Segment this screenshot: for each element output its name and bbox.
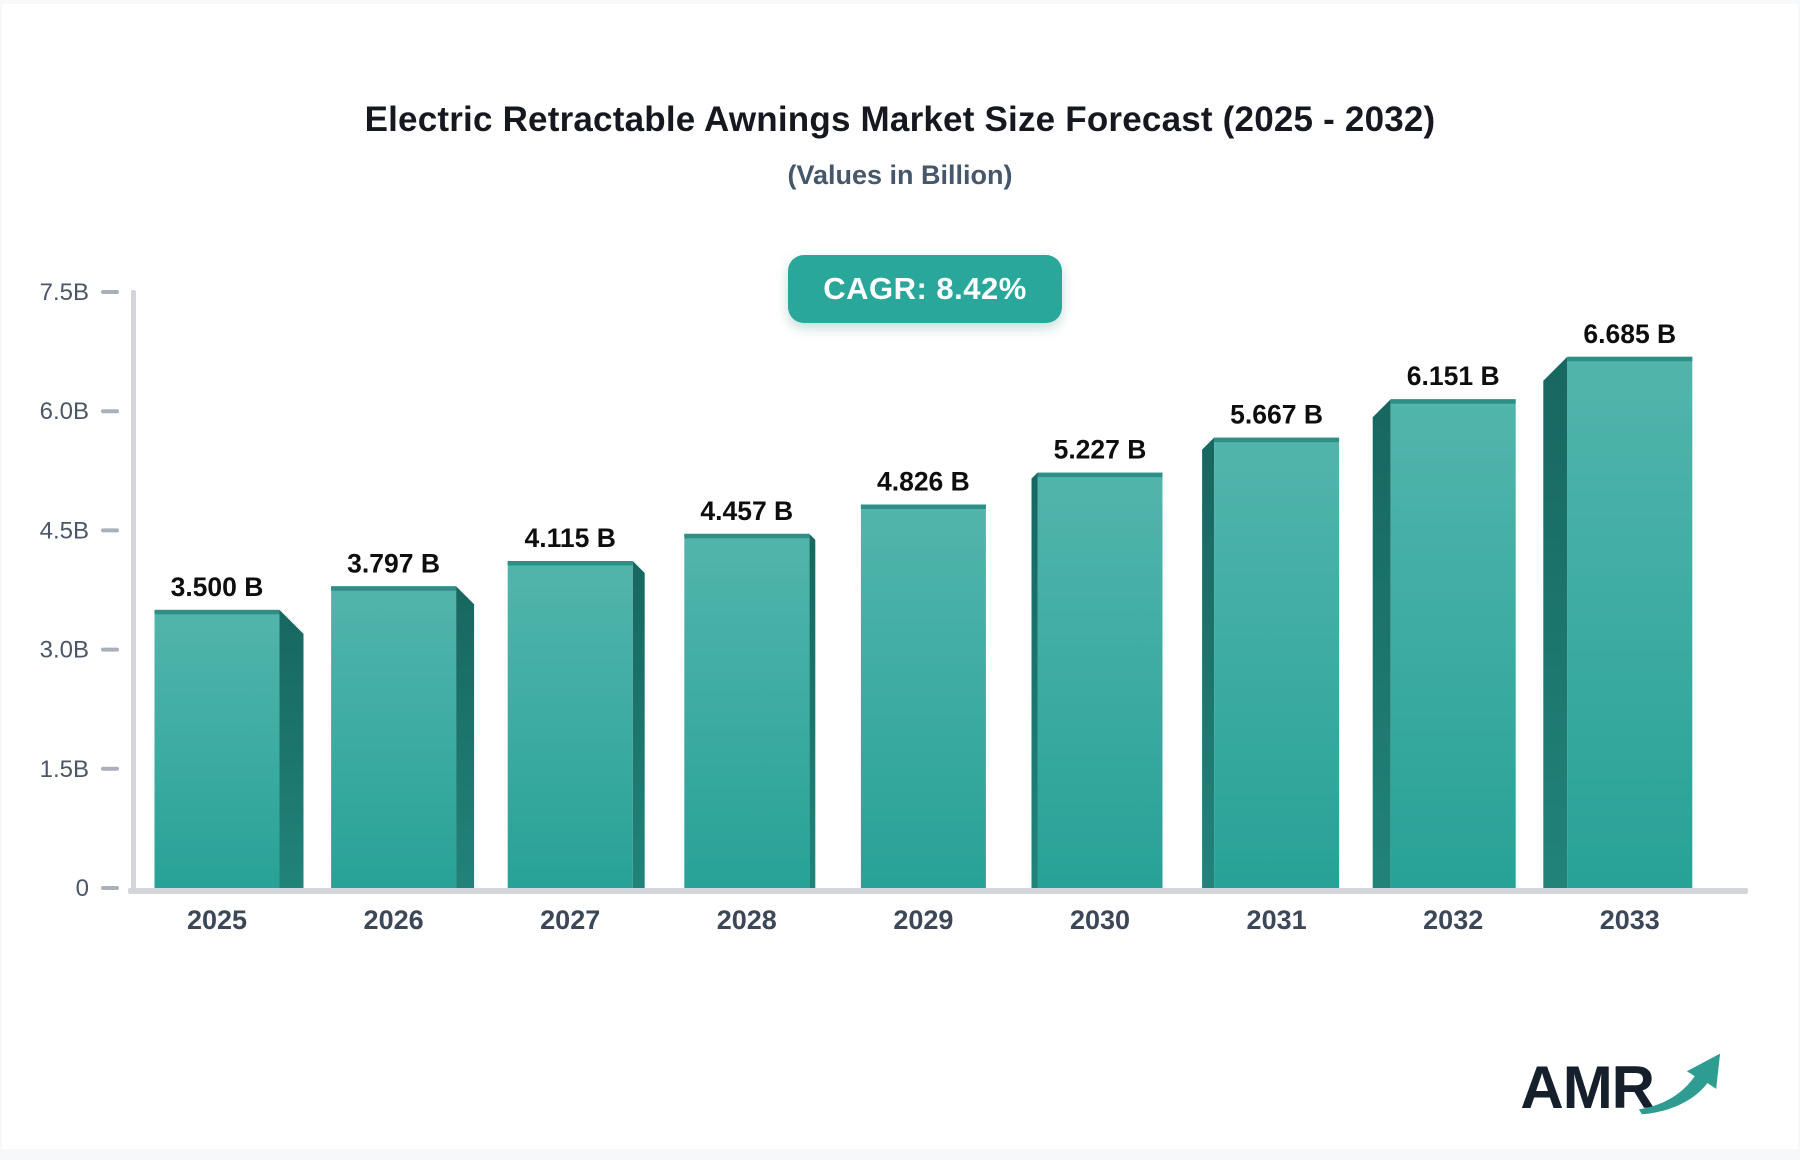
x-tick-label: 2029	[893, 905, 953, 935]
y-tick-label: 7.5B	[40, 279, 89, 306]
bar-bevel	[860, 504, 986, 509]
x-axis-line	[128, 888, 1748, 894]
bar-bevel	[1567, 356, 1693, 362]
chart-title: Electric Retractable Awnings Market Size…	[364, 100, 1436, 139]
x-tick-label: 2030	[1070, 905, 1130, 935]
bar-side	[632, 560, 645, 888]
bar-side	[1031, 472, 1038, 888]
logo-text: AMR	[1520, 1054, 1655, 1121]
bar-value-label: 6.685 B	[1583, 319, 1676, 349]
y-tick-dash	[101, 766, 119, 771]
bar-face	[1037, 472, 1163, 888]
bar-face	[1567, 356, 1693, 888]
bar-value-label: 6.151 B	[1407, 361, 1500, 391]
bar-bevel	[331, 586, 457, 591]
bar-chart: 0 1.5B 3.0B 4.5B 6.0B 7.5B 3.500 B 2025 3.797 B 2…	[40, 279, 1748, 935]
bar-value-label: 3.500 B	[171, 572, 264, 602]
x-tick-label: 2025	[187, 905, 247, 935]
bar-bevel	[154, 609, 280, 615]
bar-face	[507, 560, 633, 888]
x-tick-label: 2028	[717, 905, 777, 935]
bar-side	[1543, 356, 1568, 888]
bar-bevel	[1214, 437, 1340, 443]
y-tick-dash	[101, 290, 119, 294]
bar-value-label: 4.457 B	[700, 496, 793, 526]
y-tick-label: 4.5B	[40, 517, 89, 544]
x-tick-label: 2032	[1423, 905, 1483, 935]
chart-card: Electric Retractable Awnings Market Size…	[2, 4, 1798, 1149]
x-tick-label: 2033	[1600, 905, 1660, 935]
bar-face	[331, 586, 457, 888]
cagr-badge: CAGR: 8.42%	[788, 255, 1062, 323]
bar-bevel	[1037, 472, 1163, 478]
bar-value-label: 4.826 B	[877, 466, 970, 496]
bar-side	[279, 609, 304, 888]
x-tick-label: 2026	[364, 905, 424, 935]
y-tick-label: 6.0B	[40, 398, 89, 425]
bar-bevel	[1390, 399, 1516, 404]
bar-side	[809, 533, 816, 888]
bar-value-label: 5.227 B	[1054, 435, 1147, 465]
y-tick-label: 3.0B	[40, 637, 89, 664]
y-tick-label: 0	[76, 875, 89, 902]
bar-bevel	[684, 533, 810, 539]
bar-face	[684, 533, 810, 888]
bar-face	[1214, 437, 1340, 888]
y-tick-dash	[101, 409, 119, 414]
bar-side	[456, 586, 475, 888]
bar-value-label: 5.667 B	[1230, 400, 1323, 430]
bar-side	[1372, 399, 1391, 888]
x-tick-label: 2031	[1247, 905, 1307, 935]
bar-face	[1390, 399, 1516, 888]
chart-subtitle: (Values in Billion)	[787, 160, 1013, 190]
amr-logo: AMR	[1520, 1053, 1724, 1123]
bar-value-label: 3.797 B	[347, 548, 440, 578]
y-tick-dash	[101, 886, 119, 890]
bar-bevel	[507, 560, 633, 566]
y-tick-dash	[101, 528, 119, 533]
bar-face	[154, 609, 280, 888]
growth-arrow-icon	[1638, 1053, 1721, 1115]
y-axis-line	[131, 290, 136, 894]
cagr-label: CAGR: 8.42%	[823, 271, 1027, 306]
x-tick-label: 2027	[540, 905, 600, 935]
bar-side	[1202, 437, 1215, 888]
y-tick-label: 1.5B	[40, 756, 89, 783]
bar-face	[860, 504, 986, 888]
y-tick-dash	[101, 647, 119, 652]
bar-value-label: 4.115 B	[525, 523, 616, 553]
